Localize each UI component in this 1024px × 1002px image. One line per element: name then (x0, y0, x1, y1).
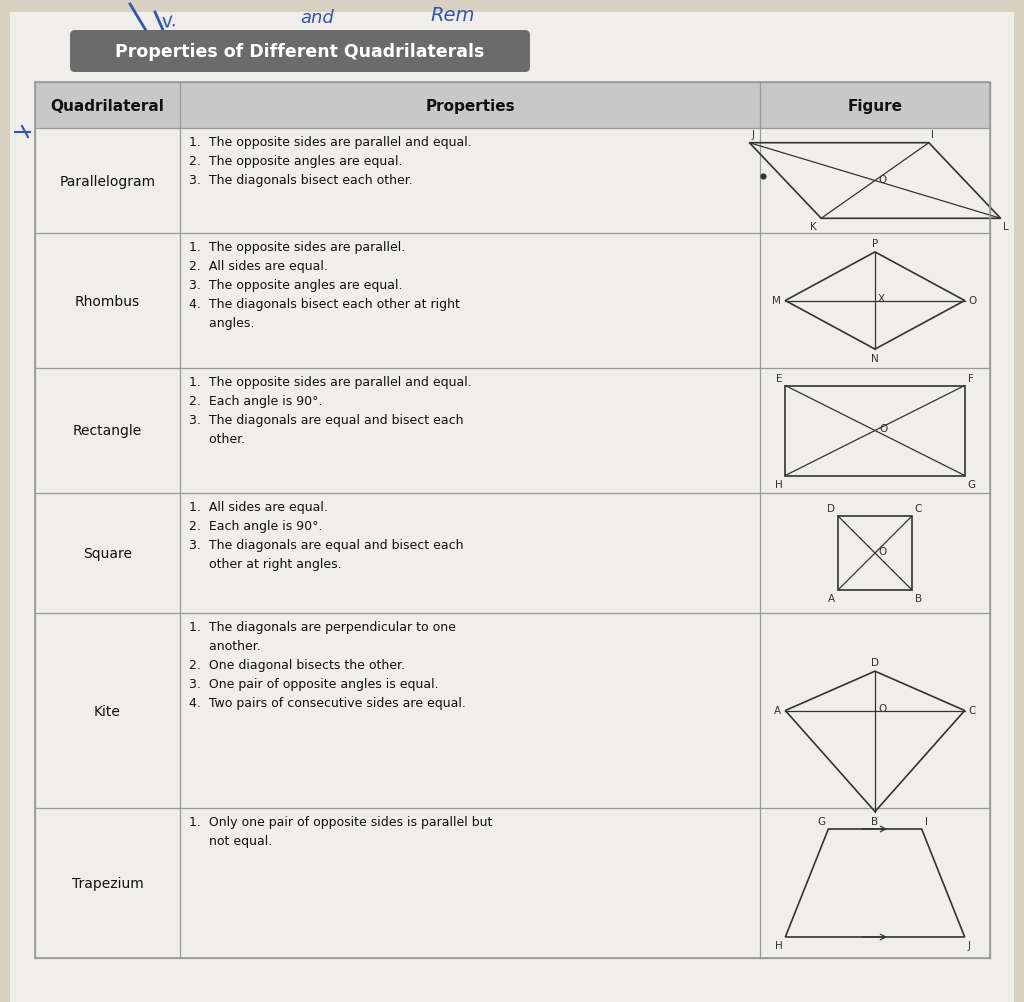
Text: C: C (914, 504, 922, 514)
Text: Properties: Properties (425, 98, 515, 113)
Text: G: G (968, 479, 976, 489)
Text: Quadrilateral: Quadrilateral (50, 98, 165, 113)
Text: Rem: Rem (430, 6, 474, 25)
Text: O: O (878, 174, 886, 184)
Text: C: C (969, 705, 976, 715)
Text: O: O (969, 297, 977, 307)
Text: M: M (772, 297, 781, 307)
Text: L: L (1002, 222, 1009, 232)
Text: O: O (879, 424, 887, 434)
Text: H: H (774, 940, 782, 950)
Text: J: J (752, 129, 755, 139)
Text: Rhombus: Rhombus (75, 295, 140, 309)
Text: B: B (914, 593, 922, 603)
Text: Square: Square (83, 546, 132, 560)
Text: I: I (925, 817, 928, 827)
Text: 1.  Only one pair of opposite sides is parallel but
     not equal.: 1. Only one pair of opposite sides is pa… (189, 816, 493, 847)
Text: B: B (871, 816, 879, 826)
Text: A: A (774, 705, 781, 715)
Text: E: E (776, 373, 782, 383)
Text: A: A (828, 593, 836, 603)
Text: Figure: Figure (848, 98, 902, 113)
Text: G: G (817, 817, 825, 827)
FancyBboxPatch shape (10, 13, 1014, 1002)
Text: O: O (878, 703, 886, 713)
Text: Properties of Different Quadrilaterals: Properties of Different Quadrilaterals (116, 43, 484, 61)
Text: N: N (871, 354, 879, 364)
Text: D: D (827, 504, 836, 514)
Text: Parallelogram: Parallelogram (59, 174, 156, 188)
FancyBboxPatch shape (70, 31, 530, 73)
Bar (35, 83, 990, 958)
Text: X: X (878, 295, 885, 305)
Text: 1.  The opposite sides are parallel and equal.
2.  Each angle is 90°.
3.  The di: 1. The opposite sides are parallel and e… (189, 376, 472, 446)
Text: Kite: Kite (94, 703, 121, 717)
Text: Trapezium: Trapezium (72, 876, 143, 890)
Text: J: J (968, 940, 971, 950)
Text: 1.  The opposite sides are parallel and equal.
2.  The opposite angles are equal: 1. The opposite sides are parallel and e… (189, 136, 472, 186)
Text: v.: v. (160, 10, 179, 32)
Text: H: H (774, 479, 782, 489)
Text: I: I (931, 129, 934, 139)
Text: D: D (871, 657, 879, 667)
Text: 1.  The diagonals are perpendicular to one
     another.
2.  One diagonal bisect: 1. The diagonals are perpendicular to on… (189, 620, 466, 709)
Text: 1.  All sides are equal.
2.  Each angle is 90°.
3.  The diagonals are equal and : 1. All sides are equal. 2. Each angle is… (189, 501, 464, 570)
Text: and: and (300, 9, 334, 27)
Text: K: K (810, 222, 817, 232)
Bar (35, 83, 990, 129)
Text: P: P (871, 238, 879, 248)
Text: Rectangle: Rectangle (73, 424, 142, 438)
Text: O: O (878, 546, 886, 556)
Bar (35, 83, 990, 958)
Text: F: F (968, 373, 974, 383)
Text: 1.  The opposite sides are parallel.
2.  All sides are equal.
3.  The opposite a: 1. The opposite sides are parallel. 2. A… (189, 240, 460, 330)
